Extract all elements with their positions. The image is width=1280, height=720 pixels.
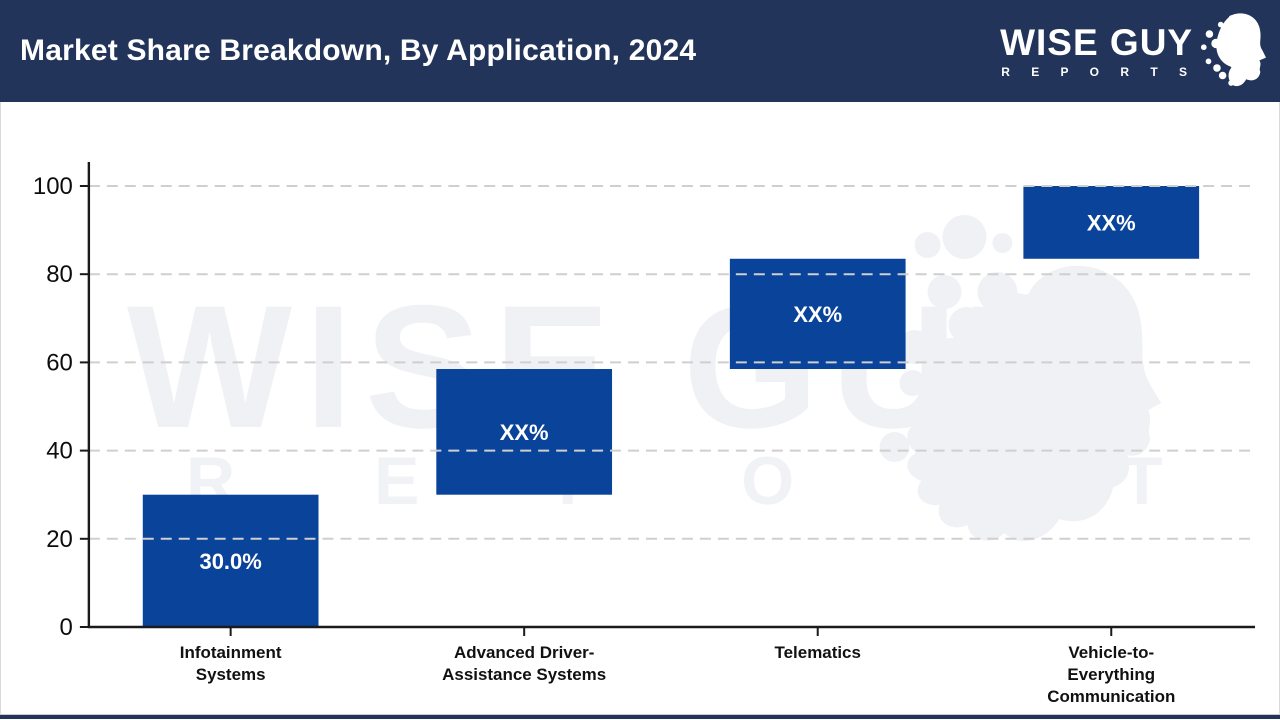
x-category-label: Telematics	[775, 643, 861, 662]
gridlines-group	[88, 185, 1253, 540]
watermark-dot	[954, 388, 985, 418]
watermark-dot	[879, 432, 910, 462]
watermark-dot	[912, 450, 933, 470]
y-tick-label: 80	[46, 261, 73, 288]
x-category-label: Advanced Driver-Assistance Systems	[442, 643, 606, 684]
waterfall-chart: 30.0% XX% XX% XX% 0 20 40 60 80 100 Infotainment Sy…	[33, 162, 1256, 706]
bar-value-label: XX%	[500, 420, 549, 445]
watermark-dot	[948, 307, 985, 343]
watermark-dot	[992, 233, 1013, 253]
y-tick-label: 100	[33, 173, 73, 200]
logo-wordmark: WISE GUY	[1000, 21, 1194, 63]
logo-tagline: R E P O R T S	[1001, 64, 1196, 79]
footer-bar	[0, 715, 1280, 719]
bar-segment	[142, 494, 319, 627]
dotted-face-profile-icon	[1200, 13, 1266, 87]
bar-segment	[436, 369, 613, 495]
dotted-face-profile-watermark	[879, 215, 1162, 542]
watermark-dot	[964, 415, 1009, 459]
page-title: Market Share Breakdown, By Application, …	[20, 34, 697, 67]
bar-value-label: 30.0%	[200, 549, 262, 574]
bar-value-label: XX%	[1087, 210, 1136, 235]
y-tick-label: 40	[46, 438, 73, 465]
x-category-label: Vehicle-to-Everything Communication	[1047, 643, 1175, 706]
watermark-dot	[977, 272, 1018, 312]
watermark-dot	[897, 330, 932, 364]
x-category-label: Infotainment Systems	[180, 643, 282, 684]
y-tick-label: 60	[46, 349, 73, 376]
y-tick-label: 0	[60, 614, 73, 641]
watermark-dot	[942, 215, 987, 259]
wiseguy-logo: WISE GUY R E P O R T S	[997, 9, 1280, 93]
watermark-dot	[899, 370, 926, 396]
watermark-dot	[982, 467, 1013, 497]
logo-wordmark-block: WISE GUY R E P O R T S	[997, 24, 1196, 79]
watermark-dot	[992, 392, 1023, 422]
chart-area: WISE GUY R E P O R T S 30.0%XX%XX%XX%020…	[0, 102, 1280, 715]
watermark-dot	[927, 275, 962, 309]
watermark-dot	[984, 357, 1011, 383]
y-tick-label: 20	[46, 526, 73, 553]
watermark-dot	[934, 417, 961, 443]
watermark-dot	[1020, 294, 1039, 312]
bar-segment	[1023, 186, 1200, 259]
header-bar: Market Share Breakdown, By Application, …	[0, 0, 1280, 102]
watermark-dot	[1019, 418, 1050, 448]
bars-group	[142, 186, 1200, 627]
bar-value-label: XX%	[793, 302, 842, 327]
watermark-dot	[914, 232, 941, 258]
bar-segment	[729, 258, 906, 370]
watermark-dot	[996, 507, 1023, 533]
